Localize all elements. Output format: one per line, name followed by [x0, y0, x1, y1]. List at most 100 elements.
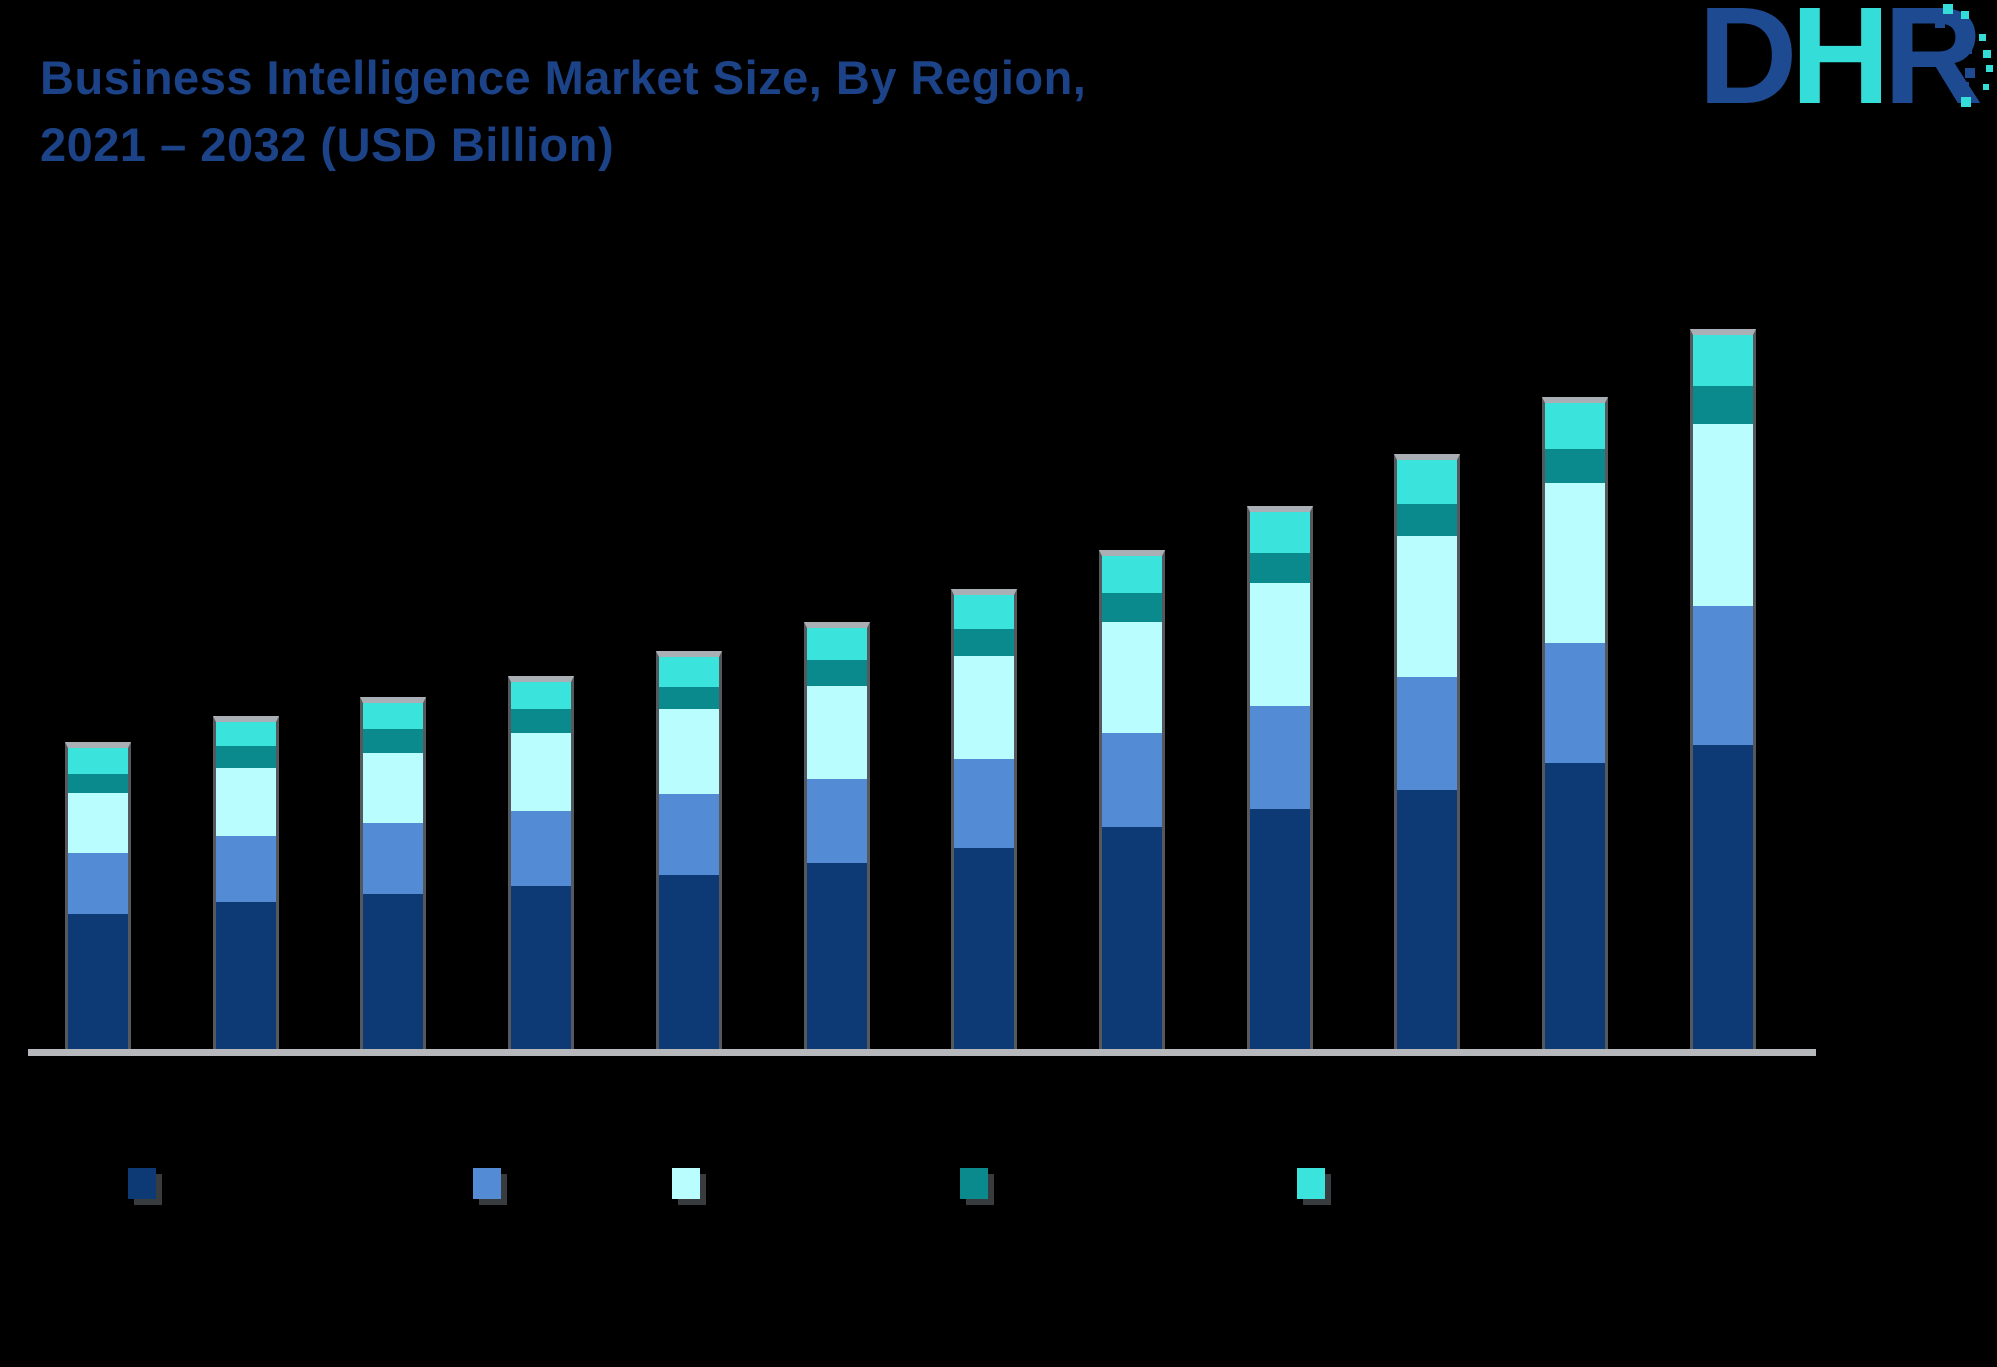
logo-letter-d: D [1698, 0, 1798, 133]
bar-2032-segment-3 [1692, 424, 1753, 606]
bar-2026-segment-5 [806, 628, 867, 660]
legend-swatch-1 [128, 1168, 156, 1199]
bar-2028-segment-1 [1101, 827, 1162, 1049]
legend-swatch-4 [960, 1168, 988, 1199]
legend-swatch-2 [473, 1168, 501, 1199]
bar-2022 [212, 716, 279, 1049]
bar-2021 [65, 742, 131, 1049]
bar-2023-segment-2 [363, 823, 424, 894]
bar-2026-segment-1 [806, 863, 867, 1049]
bar-2024-segment-1 [511, 886, 572, 1049]
bar-2026 [803, 622, 870, 1049]
bar-2032-segment-2 [1692, 606, 1753, 745]
logo-letter-r: R [1883, 0, 1983, 133]
bar-2028-segment-4 [1101, 593, 1162, 622]
bar-2027-segment-5 [954, 595, 1015, 629]
bar-2030-segment-1 [1397, 790, 1458, 1049]
bar-2023-segment-5 [363, 703, 424, 729]
logo-dot [1983, 84, 1989, 90]
bar-2024-segment-2 [511, 811, 572, 886]
bar-2032-segment-5 [1692, 335, 1753, 386]
bar-2022-segment-3 [215, 768, 276, 836]
legend-swatch-3 [672, 1168, 700, 1199]
bar-2028 [1098, 550, 1165, 1049]
bar-2025-segment-4 [658, 687, 719, 709]
bar-2022-segment-4 [215, 746, 276, 768]
bar-2032 [1689, 329, 1756, 1049]
logo-dot [1961, 11, 1969, 19]
bar-2027-segment-1 [954, 848, 1015, 1049]
bar-2022-segment-5 [215, 722, 276, 746]
bar-2023-segment-1 [363, 894, 424, 1049]
bar-2032-segment-4 [1692, 386, 1753, 424]
logo-dot [1963, 45, 1972, 54]
bar-2022-segment-1 [215, 902, 276, 1049]
bar-2031-segment-2 [1545, 643, 1605, 763]
bar-2021-segment-1 [68, 914, 128, 1049]
bar-2023-segment-4 [363, 729, 424, 753]
logo-dot [1986, 65, 1993, 72]
bar-2021-segment-2 [68, 853, 128, 914]
bar-2030 [1394, 454, 1461, 1049]
bar-2029 [1246, 506, 1313, 1049]
bar-2024 [508, 676, 575, 1049]
bar-2025-segment-1 [658, 875, 719, 1049]
logo-dot [1961, 97, 1971, 107]
logo-dot [1959, 31, 1969, 41]
dhr-logo-text: DHR [1698, 0, 1983, 140]
bar-2031-segment-1 [1545, 763, 1605, 1049]
bar-2021-segment-3 [68, 793, 128, 853]
bar-2030-segment-5 [1397, 460, 1458, 504]
logo-dot [1983, 50, 1991, 58]
bar-2024-segment-3 [511, 733, 572, 811]
logo-dot [1979, 34, 1986, 41]
bar-2027 [951, 589, 1018, 1049]
bar-2026-segment-3 [806, 686, 867, 779]
bar-2027-segment-3 [954, 656, 1015, 759]
dhr-logo: DHR [1690, 0, 1993, 152]
logo-dot [1960, 82, 1969, 91]
chart-title: Business Intelligence Market Size, By Re… [40, 44, 1086, 178]
bar-2031-segment-4 [1545, 449, 1605, 483]
bar-2029-segment-5 [1249, 512, 1310, 553]
bar-2028-segment-3 [1101, 622, 1162, 733]
bar-2031-segment-5 [1545, 403, 1605, 449]
bar-2032-segment-1 [1692, 745, 1753, 1049]
bar-2022-segment-2 [215, 836, 276, 902]
bar-2030-segment-4 [1397, 504, 1458, 536]
bar-2029-segment-3 [1249, 583, 1310, 706]
chart-title-line2: 2021 – 2032 (USD Billion) [40, 118, 615, 171]
bar-2024-segment-5 [511, 682, 572, 709]
logo-letter-h: H [1790, 0, 1891, 133]
bar-2024-segment-4 [511, 709, 572, 733]
bar-2021-segment-4 [68, 774, 128, 793]
bar-2025-segment-2 [658, 794, 719, 875]
bar-2030-segment-2 [1397, 677, 1458, 790]
bar-2027-segment-2 [954, 759, 1015, 848]
chart-title-line1: Business Intelligence Market Size, By Re… [40, 51, 1087, 104]
bar-2023 [360, 697, 427, 1049]
bar-2025 [655, 651, 722, 1049]
bar-2028-segment-2 [1101, 733, 1162, 827]
bar-2025-segment-5 [658, 657, 719, 687]
logo-dot [1965, 68, 1975, 78]
logo-dot [1943, 4, 1953, 14]
logo-dot [1935, 18, 1945, 28]
bar-2026-segment-2 [806, 779, 867, 863]
bar-2028-segment-5 [1101, 556, 1162, 593]
x-axis-line [28, 1049, 1816, 1056]
legend-swatch-5 [1297, 1168, 1325, 1199]
bar-2027-segment-4 [954, 629, 1015, 656]
bar-2031 [1542, 397, 1608, 1049]
bar-2026-segment-4 [806, 660, 867, 686]
bar-2030-segment-3 [1397, 536, 1458, 677]
bar-2025-segment-3 [658, 709, 719, 794]
bar-2029-segment-1 [1249, 809, 1310, 1049]
bar-2023-segment-3 [363, 753, 424, 823]
bar-2021-segment-5 [68, 748, 128, 774]
bar-2031-segment-3 [1545, 483, 1605, 643]
bar-2029-segment-2 [1249, 706, 1310, 809]
bar-2029-segment-4 [1249, 553, 1310, 583]
